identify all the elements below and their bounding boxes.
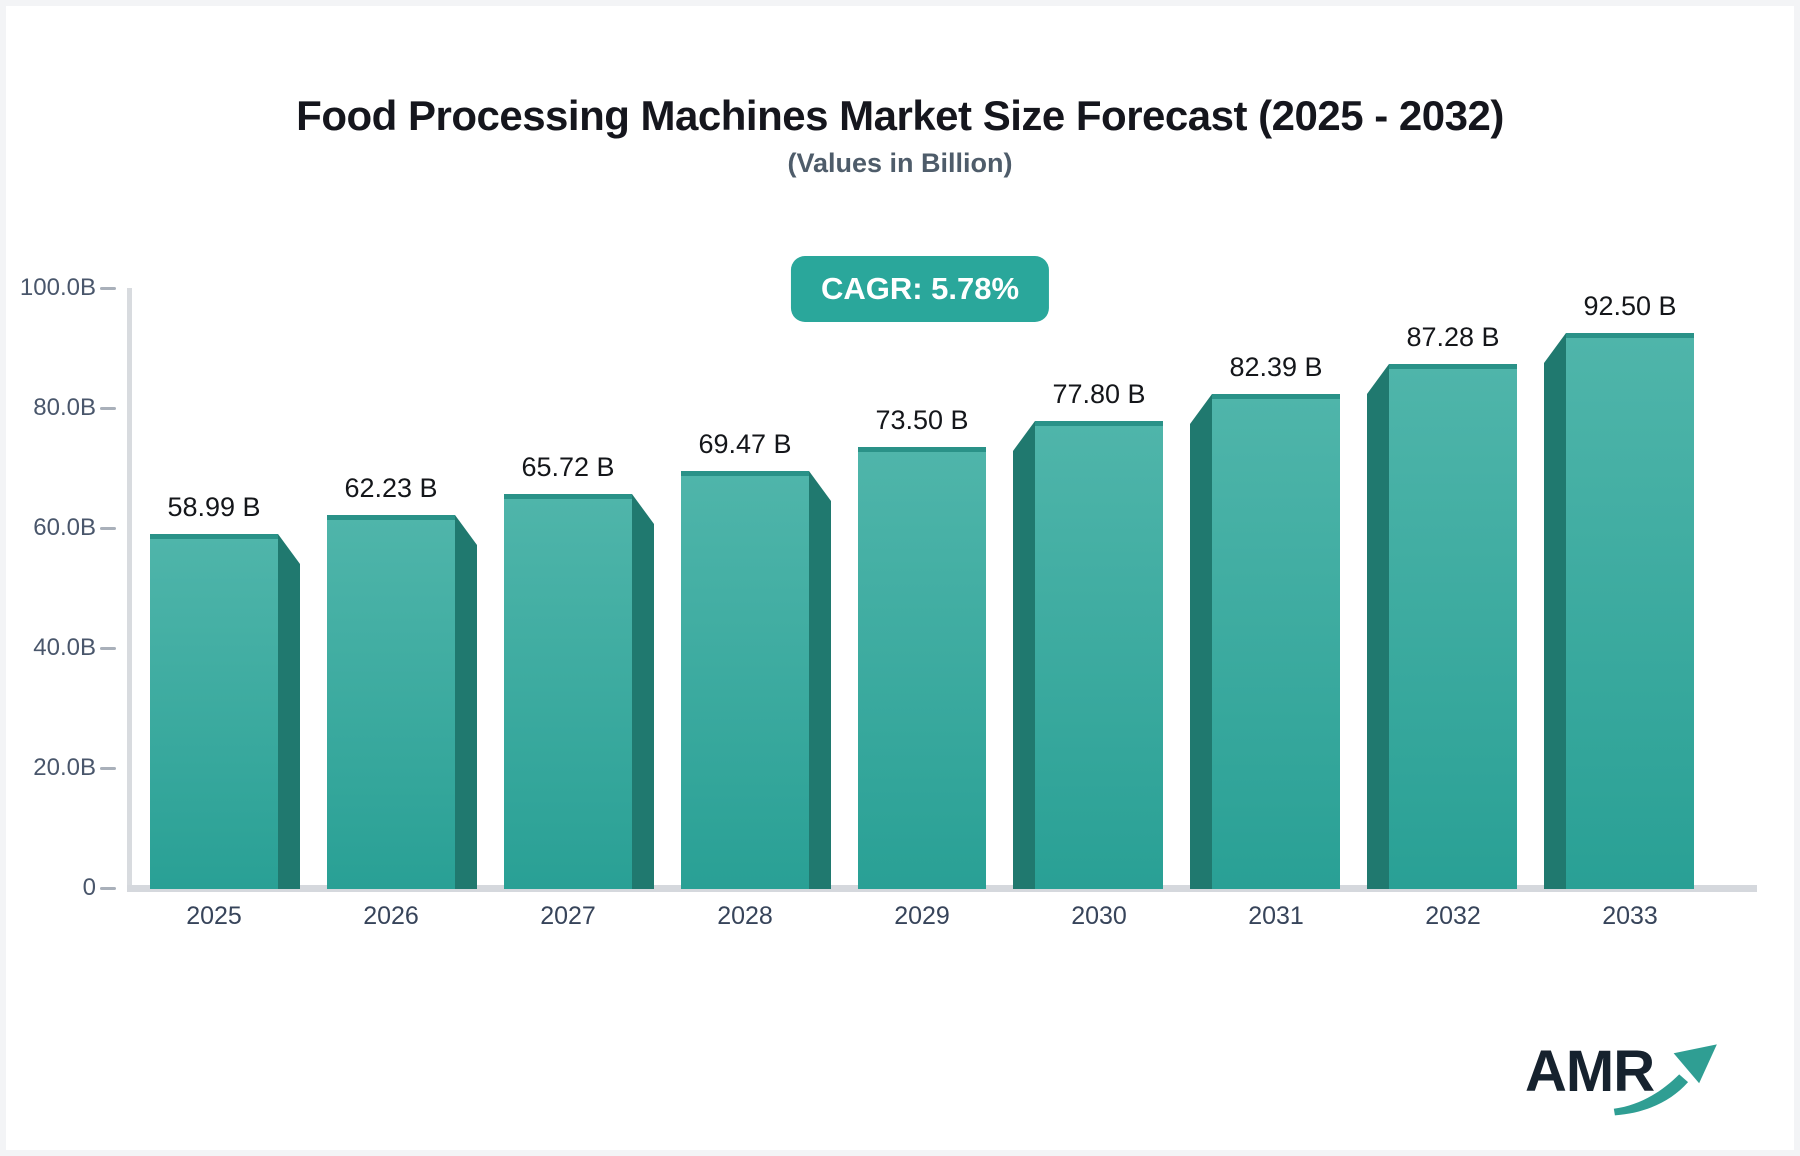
x-tick-label: 2027 (540, 902, 596, 930)
y-tick-label: 60.0B (33, 514, 96, 541)
bar-side-face (1544, 333, 1566, 889)
x-tick-label: 2028 (717, 902, 773, 930)
y-tick-mark (100, 647, 116, 650)
bar-value-label: 58.99 B (167, 492, 261, 522)
y-tick-label: 0 (82, 874, 96, 901)
growth-arrow-icon (1613, 1044, 1717, 1116)
x-tick-label: 2032 (1425, 902, 1481, 930)
bar-side-face (1367, 364, 1389, 889)
y-tick-mark (100, 407, 116, 410)
y-tick-label: 40.0B (33, 634, 96, 661)
bar (327, 515, 455, 889)
bar-side-face (1190, 394, 1212, 889)
x-tick-label: 2029 (894, 902, 950, 930)
bar-side-face (632, 494, 654, 889)
bar (1212, 394, 1340, 889)
bar-side-face (809, 471, 831, 889)
bar-side-face (1013, 421, 1035, 889)
bar (681, 471, 809, 889)
bar (1035, 421, 1163, 889)
bar (858, 447, 986, 889)
y-tick-mark (100, 287, 116, 290)
bar (504, 494, 632, 889)
bar-value-label: 87.28 B (1406, 322, 1500, 352)
amr-logo-text: AMR (1525, 1039, 1655, 1104)
x-tick-label: 2030 (1071, 902, 1127, 930)
bar-value-label: 77.80 B (1052, 379, 1146, 409)
x-tick-label: 2026 (363, 902, 419, 930)
y-axis-line (127, 288, 132, 888)
amr-logo: AMR (1525, 1038, 1725, 1133)
y-tick-label: 20.0B (33, 754, 96, 781)
bar-value-label: 62.23 B (344, 473, 438, 503)
y-tick-label: 100.0B (19, 274, 96, 301)
cagr-badge: CAGR: 5.78% (790, 256, 1050, 322)
bar-side-face (455, 515, 477, 889)
bar-value-label: 92.50 B (1583, 291, 1677, 321)
x-tick-label: 2025 (186, 902, 242, 930)
bar (150, 534, 278, 889)
x-tick-label: 2033 (1602, 902, 1658, 930)
bar-side-face (278, 534, 300, 889)
y-tick-mark (100, 527, 116, 530)
bar-value-label: 69.47 B (698, 429, 792, 459)
chart-subtitle: (Values in Billion) (787, 148, 1013, 178)
y-tick-mark (100, 767, 116, 770)
y-tick-mark (100, 887, 116, 890)
bar-value-label: 82.39 B (1229, 352, 1323, 382)
y-tick-label: 80.0B (33, 394, 96, 421)
x-tick-label: 2031 (1248, 902, 1304, 930)
bar (1389, 364, 1517, 889)
chart-title: Food Processing Machines Market Size For… (296, 92, 1504, 139)
bar-value-label: 73.50 B (875, 405, 969, 435)
bar (1566, 333, 1694, 889)
bar-value-label: 65.72 B (521, 452, 615, 482)
